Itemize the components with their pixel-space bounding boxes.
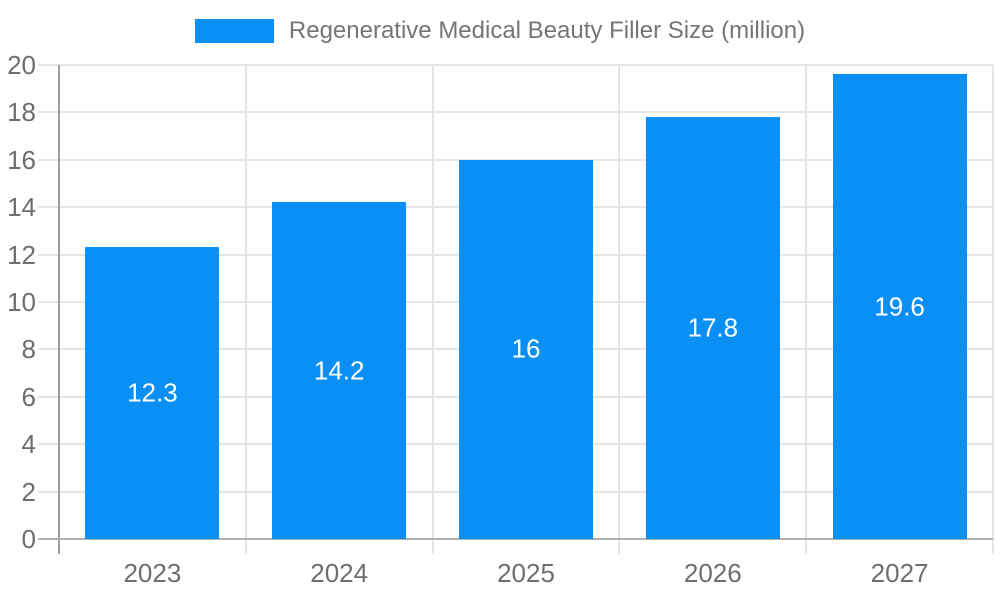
bar-value-label: 14.2 xyxy=(313,355,365,386)
legend-label: Regenerative Medical Beauty Filler Size … xyxy=(288,17,806,44)
bar-2023: 12.3 xyxy=(85,247,220,539)
gridline-h xyxy=(38,64,993,66)
y-axis-label: 18 xyxy=(7,97,36,128)
x-axis-label: 2024 xyxy=(310,558,369,588)
y-axis-label: 20 xyxy=(7,50,36,80)
bar-2024: 14.2 xyxy=(272,202,407,539)
bar-value-label: 19.6 xyxy=(874,291,925,322)
y-axis-label: 6 xyxy=(21,381,36,412)
x-axis-label: 2027 xyxy=(870,558,929,588)
x-axis-label: 2023 xyxy=(123,558,182,588)
y-axis-label: 14 xyxy=(7,192,36,223)
bar-value-label: 17.8 xyxy=(687,312,739,343)
gridline-h xyxy=(38,111,993,114)
x-axis-line xyxy=(38,538,993,540)
bar-2025: 16 xyxy=(459,159,593,539)
legend: Regenerative Medical Beauty Filler Size … xyxy=(0,18,1000,44)
x-axis-label: 2025 xyxy=(497,558,555,588)
y-axis-line xyxy=(58,65,60,554)
bar-2026: 17.8 xyxy=(645,117,780,539)
y-axis-label: 2 xyxy=(21,476,36,507)
bar-value-label: 16 xyxy=(511,333,541,364)
x-axis-label: 2026 xyxy=(683,558,742,588)
plot-area: 12.3 14.2 16 17.8 19.6 xyxy=(38,64,994,554)
gridline-v xyxy=(244,65,247,554)
bar-2027: 19.6 xyxy=(832,74,967,539)
bar-value-label: 12.3 xyxy=(127,377,178,408)
y-axis-label: 0 xyxy=(21,524,36,554)
y-axis-label: 12 xyxy=(7,239,36,270)
y-axis-label: 10 xyxy=(7,287,36,317)
y-axis-label: 4 xyxy=(21,429,36,460)
legend-swatch xyxy=(194,19,274,43)
gridline-v xyxy=(992,65,994,554)
y-axis-label: 16 xyxy=(7,144,36,175)
y-axis-label: 8 xyxy=(21,334,36,365)
gridline-v xyxy=(618,65,621,554)
gridline-v xyxy=(805,65,808,554)
gridline-v xyxy=(431,65,434,554)
